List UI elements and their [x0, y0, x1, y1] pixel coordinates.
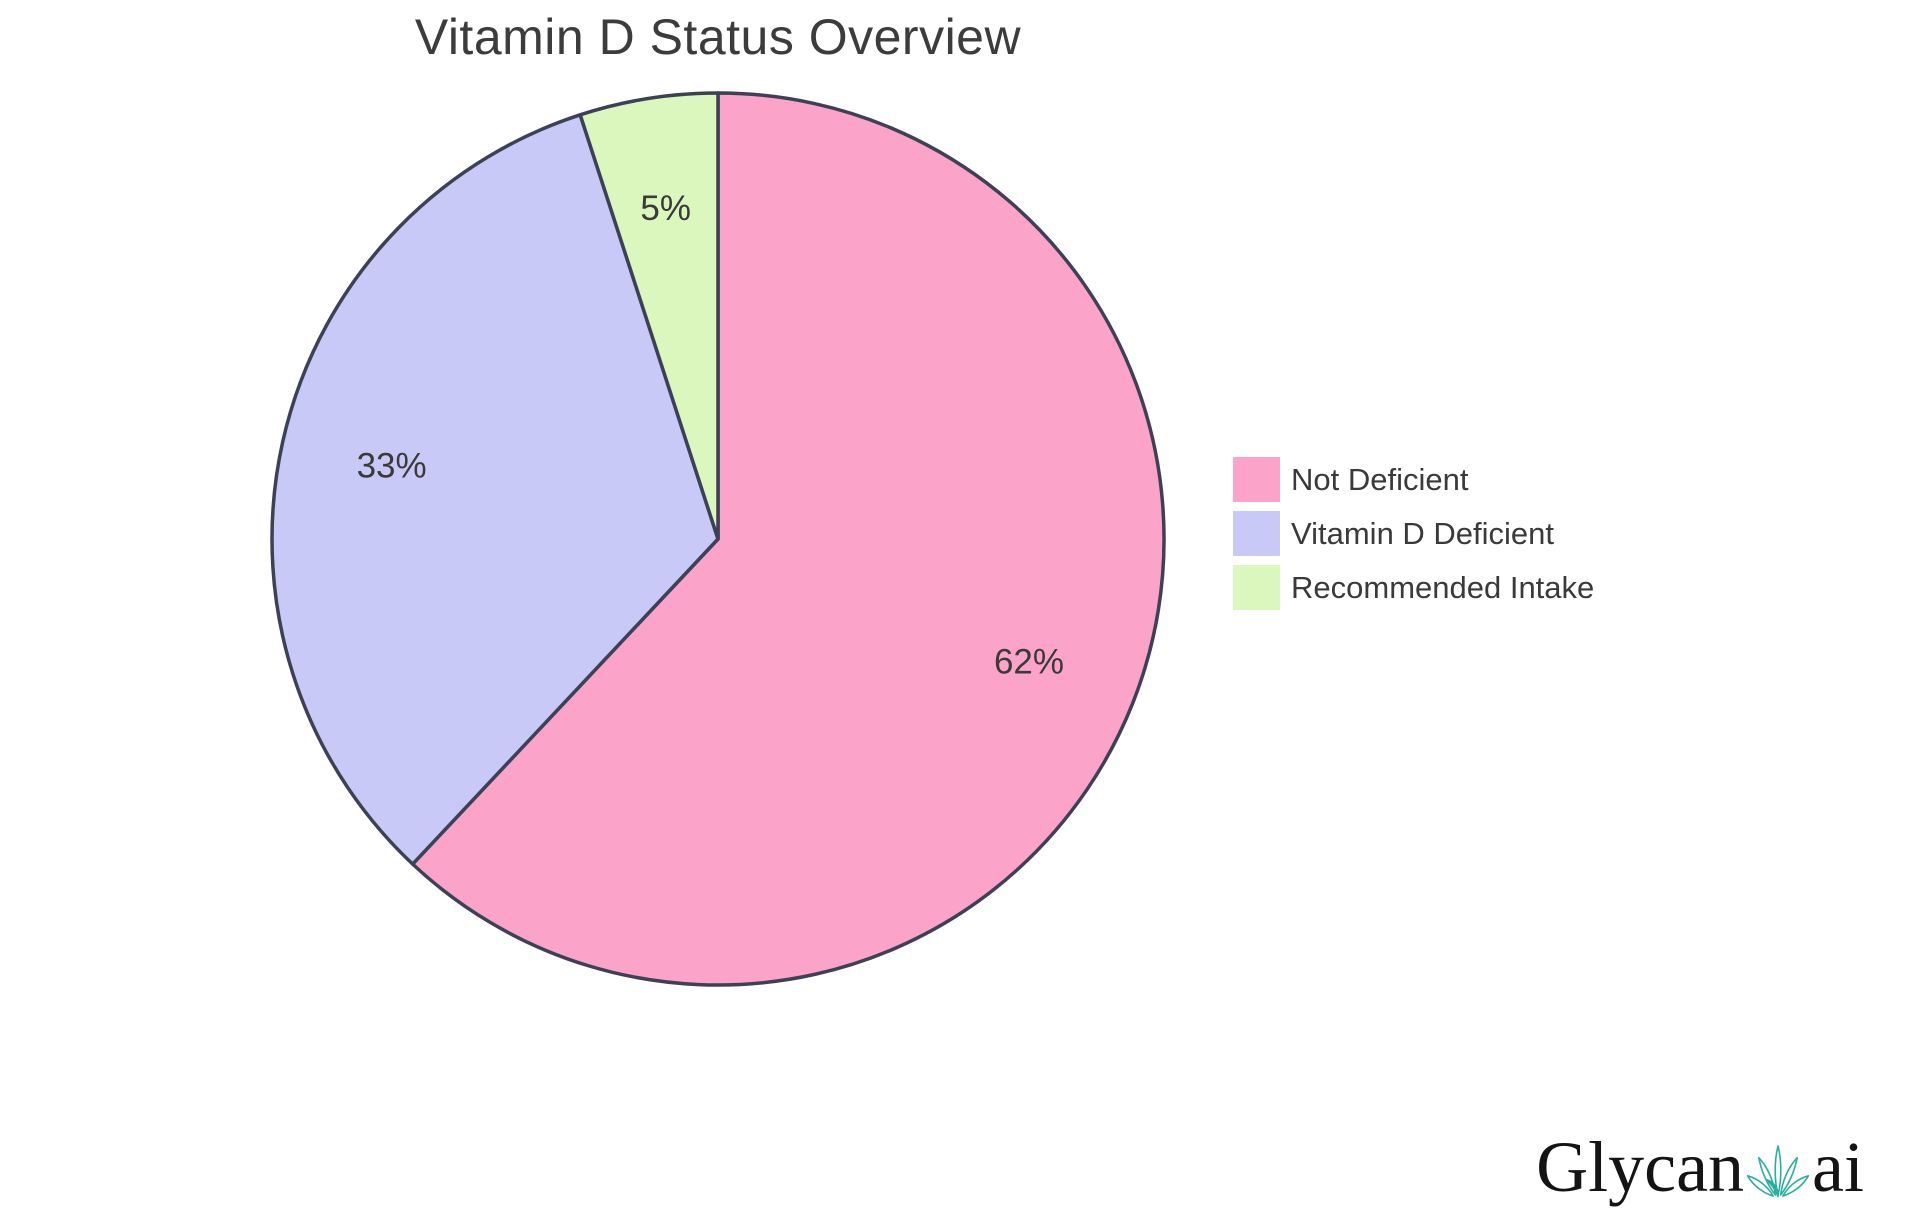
legend-swatch — [1233, 511, 1280, 556]
chart-title: Vitamin D Status Overview — [414, 9, 1022, 65]
brand-wordmark-right: ai — [1812, 1127, 1864, 1207]
pie-slice-vitamin-d-deficient — [270, 113, 720, 866]
slice-percentage-label: 5% — [640, 189, 691, 228]
legend-label: Vitamin D Deficient — [1291, 515, 1555, 551]
slice-percentage-label: 33% — [357, 447, 427, 486]
legend-item-recommended-intake: Recommended Intake — [1233, 565, 1594, 610]
brand-wordmark-left: Glycan — [1536, 1127, 1745, 1207]
slice-percentage-label: 62% — [994, 643, 1064, 682]
legend-item-not-deficient: Not Deficient — [1233, 457, 1594, 502]
legend-label: Recommended Intake — [1291, 569, 1595, 605]
brand-logo: Glycan ai — [1536, 1131, 1864, 1203]
pie-slice-recommended-intake — [578, 91, 720, 541]
legend-item-vitamin-d-deficient: Vitamin D Deficient — [1233, 511, 1594, 556]
legend-label: Not Deficient — [1291, 461, 1469, 497]
legend-swatch — [1233, 565, 1280, 610]
chart-legend: Not Deficient Vitamin D Deficient Recomm… — [1233, 457, 1594, 610]
aloe-plant-icon — [1746, 1145, 1810, 1198]
legend-swatch — [1233, 457, 1280, 502]
pie-slice-not-deficient — [410, 91, 1166, 987]
